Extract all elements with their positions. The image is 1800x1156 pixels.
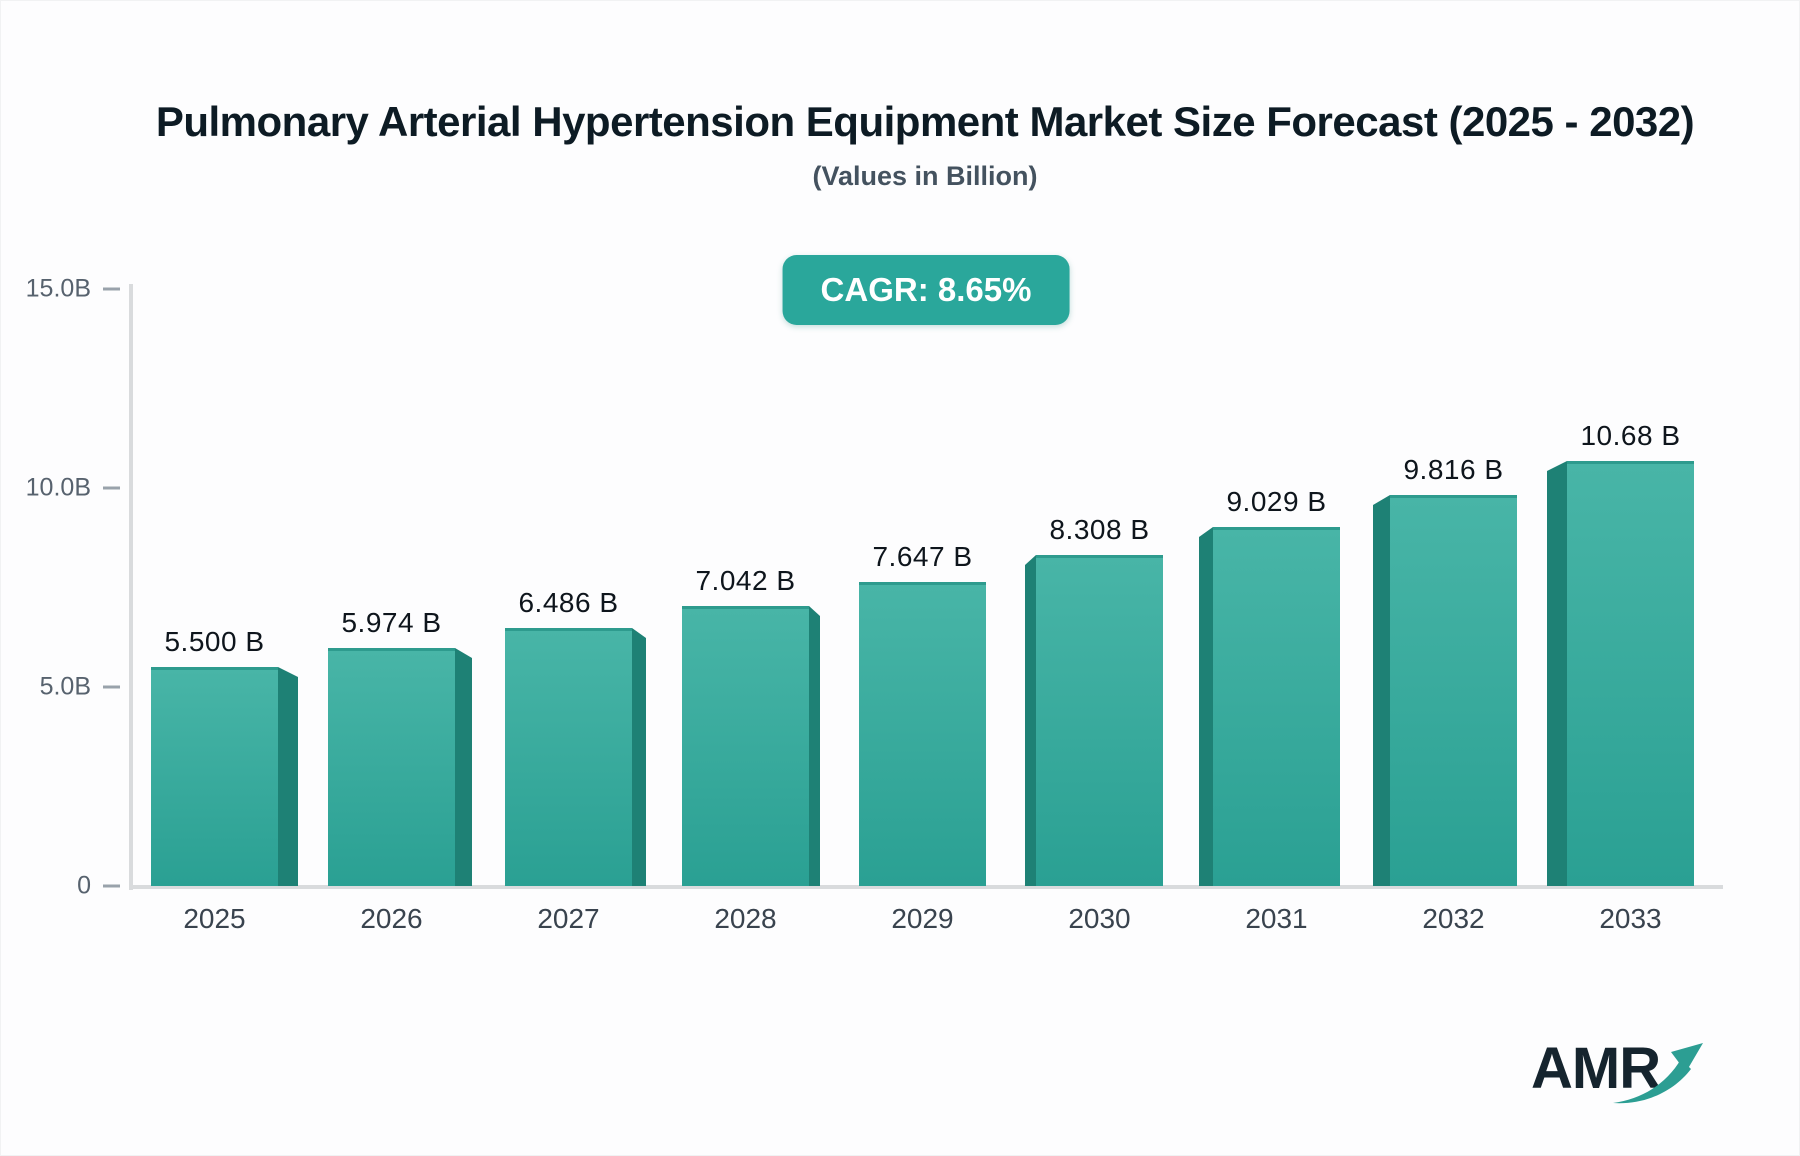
bar-value-label: 9.029 B xyxy=(1226,486,1327,517)
cagr-badge: CAGR: 8.65% xyxy=(782,255,1070,325)
bar-value-label: 6.486 B xyxy=(518,587,619,618)
bar-value-label: 10.68 B xyxy=(1580,420,1681,451)
x-tick-label-2029: 2029 xyxy=(891,903,954,934)
bar-side-face xyxy=(1547,461,1567,886)
x-tick-label-2026: 2026 xyxy=(360,903,423,934)
x-tick-label-2033: 2033 xyxy=(1599,903,1662,934)
y-axis-line xyxy=(129,284,133,890)
bar-value-label: 5.500 B xyxy=(164,626,265,657)
y-tick-label: 0 xyxy=(77,871,91,900)
bar-2029 xyxy=(859,582,986,886)
x-tick-label-2030: 2030 xyxy=(1068,903,1131,934)
y-tick-mark xyxy=(103,685,120,689)
bar-side-face xyxy=(455,648,472,886)
bar-2033 xyxy=(1567,461,1694,886)
y-tick-label: 15.0B xyxy=(25,274,91,303)
amr-logo: AMR xyxy=(1531,1037,1721,1117)
bar-value-label: 7.647 B xyxy=(872,541,973,572)
bar-side-face xyxy=(1373,495,1390,886)
bar-value-label: 9.816 B xyxy=(1403,454,1504,485)
y-tick-mark xyxy=(103,287,120,291)
bar-value-label: 5.974 B xyxy=(341,607,442,638)
bar-2027 xyxy=(505,628,632,886)
x-tick-label-2025: 2025 xyxy=(183,903,246,934)
bar-2026 xyxy=(328,648,455,886)
x-tick-label-2028: 2028 xyxy=(714,903,777,934)
bar-2032 xyxy=(1390,495,1517,886)
x-tick-label-2032: 2032 xyxy=(1422,903,1485,934)
bar-value-label: 7.042 B xyxy=(695,565,796,596)
bar-2031 xyxy=(1213,527,1340,886)
growth-trend-arrow-icon xyxy=(1613,1043,1703,1104)
x-tick-label-2031: 2031 xyxy=(1245,903,1308,934)
y-tick-mark xyxy=(103,884,120,888)
y-tick-mark xyxy=(103,486,120,490)
bar-side-face xyxy=(1199,527,1213,886)
bar-side-face xyxy=(1025,555,1036,886)
bar-side-face xyxy=(278,667,298,886)
chart-subtitle: (Values in Billion) xyxy=(812,161,1038,191)
amr-logo-text: AMR xyxy=(1531,1036,1661,1101)
x-tick-label-2027: 2027 xyxy=(537,903,600,934)
bar-side-face xyxy=(809,606,820,886)
chart-title: Pulmonary Arterial Hypertension Equipmen… xyxy=(155,98,1695,145)
bar-side-face xyxy=(632,628,646,886)
bar-2025 xyxy=(151,667,278,886)
y-tick-label: 10.0B xyxy=(25,473,91,502)
bar-value-label: 8.308 B xyxy=(1049,514,1150,545)
y-tick-label: 5.0B xyxy=(39,672,91,701)
x-axis-line xyxy=(129,885,1723,889)
bar-2028 xyxy=(682,606,809,886)
bar-2030 xyxy=(1036,555,1163,886)
